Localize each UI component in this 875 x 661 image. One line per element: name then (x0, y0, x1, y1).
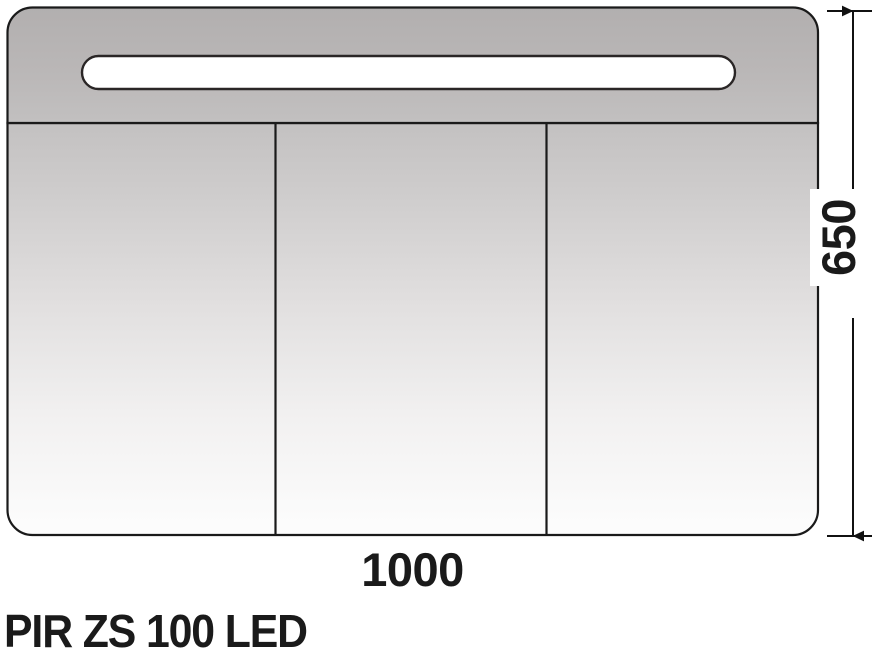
dimension-width-label: 1000 (0, 541, 825, 599)
dimension-height-label: 650 (810, 189, 868, 286)
dimension-width-value: 1000 (349, 541, 476, 599)
dimension-height-value: 650 (810, 189, 868, 286)
cabinet-doors-panel (6, 121, 820, 537)
product-title: PIR ZS 100 LED (4, 605, 308, 657)
cabinet-body (6, 6, 820, 537)
led-light-strip (80, 54, 737, 91)
